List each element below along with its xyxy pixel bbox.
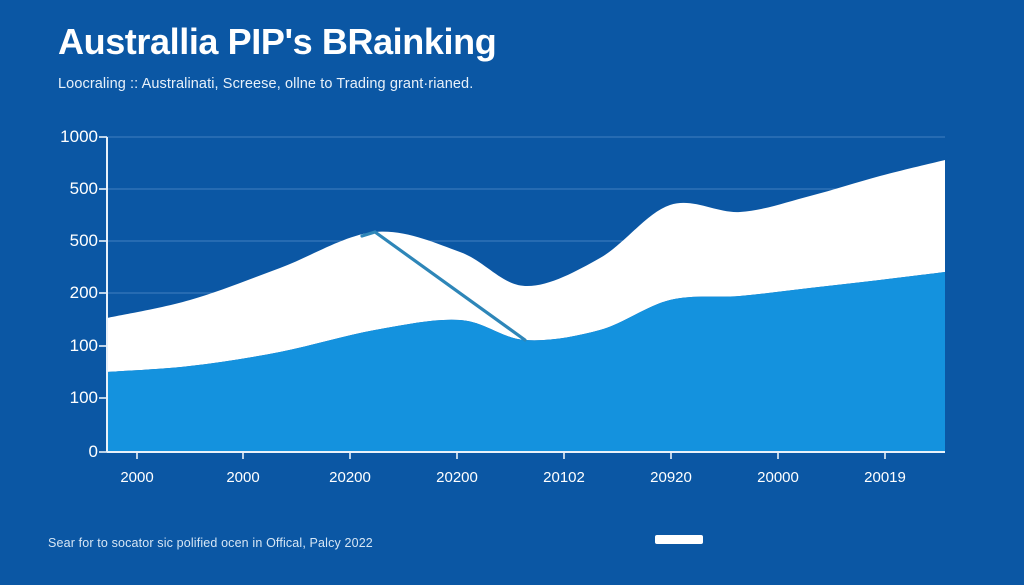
trend-line-group	[360, 230, 527, 342]
area-series-group	[107, 160, 945, 452]
page-title: Australlia PIP's BRainking	[58, 21, 497, 62]
x-tick-label: 20019	[864, 469, 906, 486]
tick-marks	[99, 136, 886, 459]
chart-legend	[655, 535, 711, 544]
x-tick-label: 20200	[329, 469, 371, 486]
y-tick-label: 100	[69, 336, 98, 355]
x-tick-label: 20102	[543, 469, 585, 486]
chart-subtitle: Loocraling :: Australinati, Screese, oll…	[58, 76, 474, 93]
y-tick-label: 0	[88, 442, 98, 461]
y-tick-label: 500	[69, 179, 98, 198]
y-tick-label: 200	[69, 283, 98, 302]
footer-source-note: Sear for to socator sic polified ocen in…	[48, 536, 373, 550]
y-axis-labels: 1000 500 500 200 100 100 0	[30, 0, 98, 585]
legend-swatch-icon	[655, 535, 703, 544]
x-tick-label: 20200	[436, 469, 478, 486]
y-tick-label: 500	[69, 231, 98, 250]
y-tick-label: 100	[69, 388, 98, 407]
x-tick-label: 2000	[226, 469, 260, 486]
x-tick-label: 20920	[650, 469, 692, 486]
x-tick-label: 2000	[120, 469, 154, 486]
y-tick-label: 1000	[60, 127, 98, 146]
chart-header: Australlia PIP's BRainking Loocraling ::…	[58, 21, 958, 93]
x-tick-label: 20000	[757, 469, 799, 486]
